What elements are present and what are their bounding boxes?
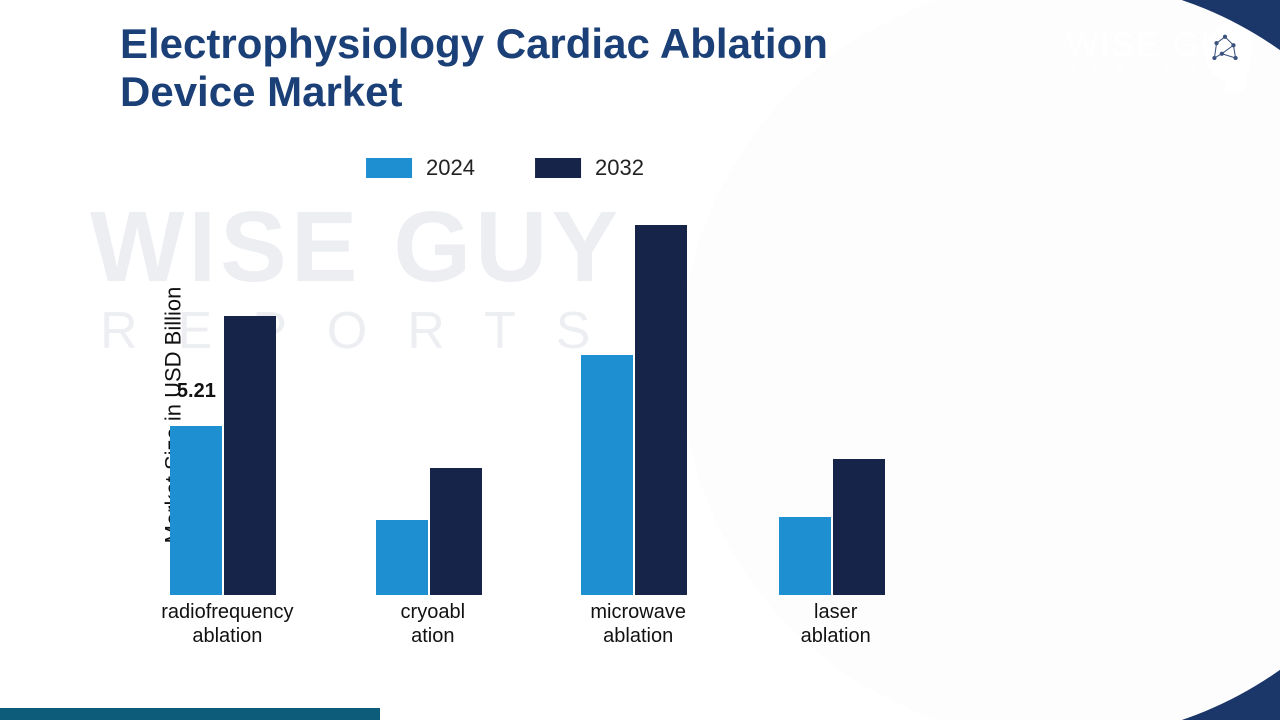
bar-2032-radiofrequency (224, 316, 276, 596)
x-axis-labels: radiofrequencyablation cryoablation microw… (115, 601, 905, 657)
bar-2032-microwave (635, 225, 687, 596)
legend-item-2024: 2024 (366, 155, 475, 181)
bar-2024-microwave (581, 355, 633, 596)
canvas: WISE GUY REPORTS WISE GUY REPORTS Electr… (0, 0, 1280, 720)
legend-swatch-2032 (535, 158, 581, 178)
legend-label-2032: 2032 (595, 155, 644, 181)
chart-title: Electrophysiology Cardiac Ablation Devic… (120, 20, 880, 117)
bar-2024-radiofrequency (170, 426, 222, 595)
plot-area: 5.21 (115, 205, 905, 595)
x-label-radiofrequency: radiofrequencyablation (142, 601, 312, 648)
brand-logo: WISE GUY REPORTS (1066, 26, 1252, 80)
bar-2024-cryo (376, 520, 428, 595)
value-label-2024-radiofrequency: 5.21 (177, 380, 216, 403)
x-label-microwave: microwaveablation (553, 601, 723, 648)
x-label-laser: laserablation (751, 601, 921, 648)
bottom-accent-strip (0, 708, 380, 720)
x-label-cryo: cryoablation (348, 601, 518, 648)
legend: 2024 2032 (366, 155, 644, 181)
legend-item-2032: 2032 (535, 155, 644, 181)
legend-label-2024: 2024 (426, 155, 475, 181)
bar-chart: Market Size in USD Billion 2024 2032 5.2… (105, 165, 905, 665)
bar-2024-laser (779, 517, 831, 595)
bar-2032-cryo (430, 468, 482, 595)
legend-swatch-2024 (366, 158, 412, 178)
head-silhouette-icon (1192, 22, 1258, 96)
logo-word-wise: WISE (1066, 26, 1161, 64)
bar-2032-laser (833, 459, 885, 596)
